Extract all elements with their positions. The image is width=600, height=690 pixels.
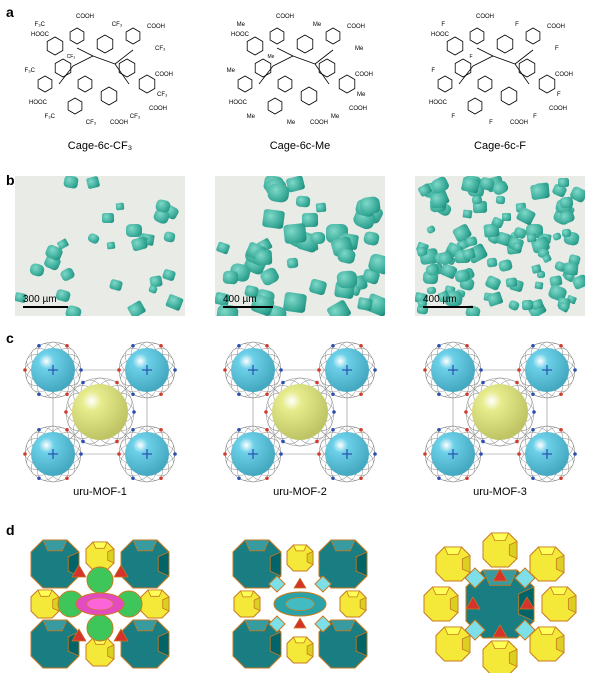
svg-text:Me: Me <box>247 114 256 120</box>
svg-text:CF₃: CF₃ <box>112 22 123 28</box>
cell-c2: uru-MOF-2 <box>200 332 400 498</box>
svg-text:F₃C: F₃C <box>45 114 56 120</box>
row-c: uru-MOF-1 uru-MOF-2 <box>0 332 600 498</box>
svg-text:HOOC: HOOC <box>229 100 248 106</box>
svg-text:COOH: COOH <box>476 14 494 20</box>
svg-text:F: F <box>557 92 561 98</box>
svg-text:Me: Me <box>331 114 340 120</box>
svg-text:COOH: COOH <box>276 14 294 20</box>
molecule-3: HOOC COOH COOH COOH COOH COOH HOOC F F F F F F F… <box>415 6 585 136</box>
svg-text:F₃C: F₃C <box>25 68 36 74</box>
svg-text:COOH: COOH <box>547 24 565 30</box>
cell-d3 <box>400 528 600 673</box>
svg-text:COOH: COOH <box>347 24 365 30</box>
svg-text:F: F <box>489 120 493 126</box>
cell-b1: 300 µm <box>0 176 200 316</box>
scalebar-1: 300 µm <box>23 294 68 308</box>
svg-text:HOOC: HOOC <box>29 100 48 106</box>
cell-d2 <box>200 528 400 673</box>
svg-text:COOH: COOH <box>555 72 573 78</box>
caption-a3: Cage-6c-F <box>474 140 526 152</box>
cell-a1: HOOC COOH COOH COOH COOH COOH HOOC F₃C CF₃ CF₃… <box>0 6 200 152</box>
crystal-structure-3 <box>415 332 585 482</box>
microscopy-1: 300 µm <box>15 176 185 316</box>
svg-text:CF₃: CF₃ <box>155 46 166 52</box>
svg-text:Me: Me <box>355 46 364 52</box>
svg-text:COOH: COOH <box>155 72 173 78</box>
svg-text:F: F <box>451 114 455 120</box>
svg-text:F₃C: F₃C <box>35 22 46 28</box>
scalebar-label-3: 400 µm <box>423 294 457 305</box>
svg-text:Me: Me <box>313 22 322 28</box>
svg-text:F: F <box>469 54 472 60</box>
scalebar-line-1 <box>23 306 68 308</box>
svg-text:Me: Me <box>268 54 275 60</box>
caption-a1: Cage-6c-CF₃ <box>68 140 132 152</box>
svg-text:HOOC: HOOC <box>31 32 50 38</box>
svg-text:F: F <box>441 22 445 28</box>
svg-text:COOH: COOH <box>149 106 167 112</box>
polyhedra-1 <box>15 528 185 673</box>
svg-text:COOH: COOH <box>76 14 94 20</box>
molecule-1: HOOC COOH COOH COOH COOH COOH HOOC F₃C CF₃ CF₃… <box>15 6 185 136</box>
svg-text:F: F <box>555 46 559 52</box>
cell-a3: HOOC COOH COOH COOH COOH COOH HOOC F F F F F F F… <box>400 6 600 152</box>
svg-text:Me: Me <box>287 120 296 126</box>
cell-c3: uru-MOF-3 <box>400 332 600 498</box>
cell-b3: 400 µm <box>400 176 600 316</box>
cell-a2: HOOC COOH COOH COOH COOH COOH HOOC Me Me Me Me… <box>200 6 400 152</box>
scalebar-line-2 <box>223 306 273 308</box>
row-b: 300 µm 400 µm 400 µm <box>0 176 600 316</box>
microscopy-3: 400 µm <box>415 176 585 316</box>
svg-text:COOH: COOH <box>349 106 367 112</box>
svg-text:COOH: COOH <box>110 120 128 126</box>
svg-text:F: F <box>533 114 537 120</box>
svg-text:COOH: COOH <box>355 72 373 78</box>
svg-text:COOH: COOH <box>147 24 165 30</box>
svg-text:COOH: COOH <box>510 120 528 126</box>
caption-a2: Cage-6c-Me <box>270 140 331 152</box>
svg-text:CF₃: CF₃ <box>67 54 76 60</box>
svg-text:COOH: COOH <box>310 120 328 126</box>
polyhedra-2 <box>215 528 385 673</box>
scalebar-label-2: 400 µm <box>223 294 257 305</box>
svg-text:Me: Me <box>357 92 366 98</box>
svg-text:HOOC: HOOC <box>431 32 450 38</box>
svg-text:CF₃: CF₃ <box>130 114 141 120</box>
svg-text:Me: Me <box>237 22 246 28</box>
row-d <box>0 528 600 673</box>
polyhedra-3 <box>415 528 585 673</box>
svg-text:F: F <box>515 22 519 28</box>
crystal-structure-2 <box>215 332 385 482</box>
molecule-2: HOOC COOH COOH COOH COOH COOH HOOC Me Me Me Me… <box>215 6 385 136</box>
svg-text:HOOC: HOOC <box>231 32 250 38</box>
scalebar-line-3 <box>423 306 473 308</box>
scalebar-3: 400 µm <box>423 294 473 308</box>
svg-text:COOH: COOH <box>549 106 567 112</box>
cell-d1 <box>0 528 200 673</box>
scalebar-label-1: 300 µm <box>23 294 57 305</box>
row-a: HOOC COOH COOH COOH COOH COOH HOOC F₃C CF₃ CF₃… <box>0 6 600 152</box>
svg-text:Me: Me <box>227 68 236 74</box>
scalebar-2: 400 µm <box>223 294 273 308</box>
crystal-structure-1 <box>15 332 185 482</box>
cell-b2: 400 µm <box>200 176 400 316</box>
svg-text:CF₃: CF₃ <box>86 120 97 126</box>
svg-text:F: F <box>431 68 435 74</box>
microscopy-2: 400 µm <box>215 176 385 316</box>
svg-text:CF₃: CF₃ <box>157 92 168 98</box>
svg-text:HOOC: HOOC <box>429 100 448 106</box>
cell-c1: uru-MOF-1 <box>0 332 200 498</box>
